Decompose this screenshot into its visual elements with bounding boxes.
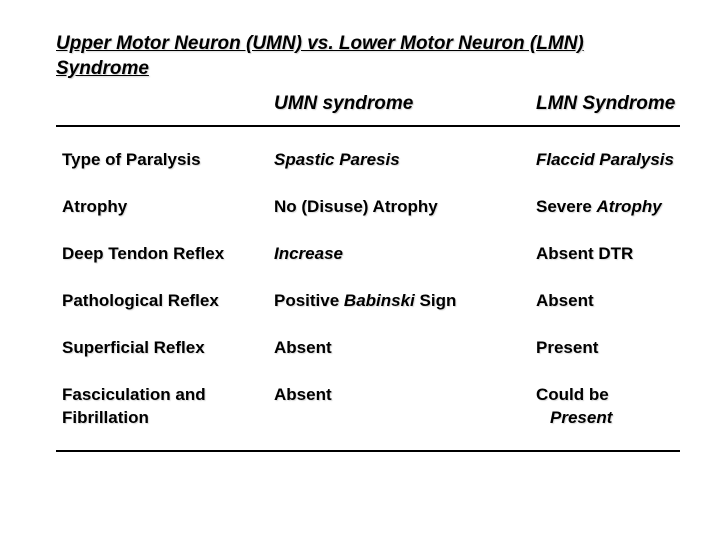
row-label: Atrophy	[62, 196, 274, 219]
table-header-row: UMN syndrome LMN Syndrome	[56, 93, 680, 127]
row-lmn-value: Absent DTR	[536, 243, 680, 266]
row-lmn-value: Absent	[536, 290, 680, 313]
row-lmn-value: Flaccid Paralysis	[536, 149, 680, 172]
table-row: Type of Paralysis Spastic Paresis Flacci…	[62, 149, 680, 172]
row-umn-value: Spastic Paresis	[274, 149, 536, 172]
table-row: Deep Tendon Reflex Increase Absent DTR	[62, 243, 680, 266]
table-body: Type of Paralysis Spastic Paresis Flacci…	[56, 149, 680, 452]
row-umn-value: Increase	[274, 243, 536, 266]
page-title: Upper Motor Neuron (UMN) vs. Lower Motor…	[56, 32, 680, 81]
header-lmn: LMN Syndrome	[536, 93, 680, 115]
row-lmn-value: Could bePresent	[536, 384, 680, 430]
row-umn-value: Absent	[274, 384, 536, 430]
row-lmn-value: Present	[536, 337, 680, 360]
row-umn-value: Absent	[274, 337, 536, 360]
table-row: Atrophy No (Disuse) Atrophy Severe Atrop…	[62, 196, 680, 219]
row-label: Deep Tendon Reflex	[62, 243, 274, 266]
table-row: Superficial Reflex Absent Present	[62, 337, 680, 360]
header-umn: UMN syndrome	[274, 93, 536, 115]
row-label: Type of Paralysis	[62, 149, 274, 172]
row-umn-value: Positive Babinski Sign	[274, 290, 536, 313]
table-bottom-border	[56, 450, 680, 452]
table-row: Pathological Reflex Positive Babinski Si…	[62, 290, 680, 313]
header-empty	[56, 93, 274, 115]
row-label: Pathological Reflex	[62, 290, 274, 313]
row-label: Fasciculation and Fibrillation	[62, 384, 274, 430]
row-umn-value: No (Disuse) Atrophy	[274, 196, 536, 219]
row-label: Superficial Reflex	[62, 337, 274, 360]
table-row: Fasciculation and Fibrillation Absent Co…	[62, 384, 680, 430]
row-lmn-value: Severe Atrophy	[536, 196, 680, 219]
